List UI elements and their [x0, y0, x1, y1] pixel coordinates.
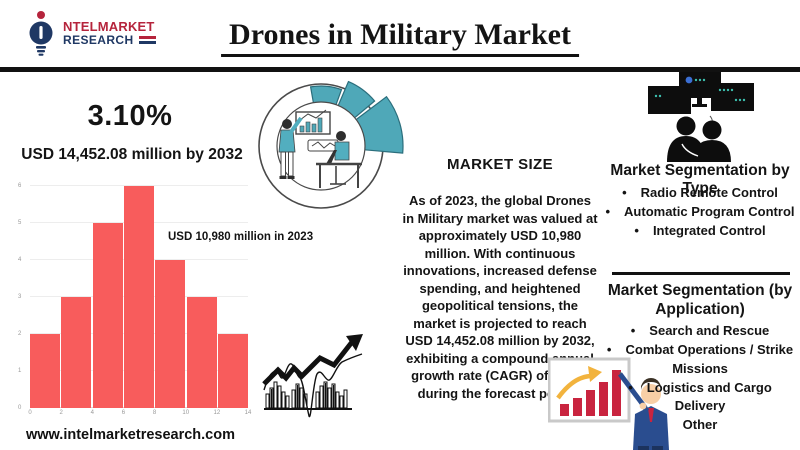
- surveillance-team-icon: [648, 72, 754, 162]
- list-item: Other: [602, 416, 798, 435]
- list-item: • Combat Operations / Strike Missions: [602, 341, 798, 379]
- projection-value: USD 14,452.08 million by 2032: [21, 146, 243, 163]
- list-item: • Automatic Program Control: [602, 203, 798, 222]
- list-item-label: Logistics and Cargo Delivery: [646, 379, 772, 414]
- list-item-label: Integrated Control: [652, 222, 766, 238]
- brand-logo: NTELMARKET RESEARCH: [24, 8, 156, 58]
- list-item-label: Radio Remote Control: [640, 185, 778, 200]
- page-title: Drones in Military Market: [221, 18, 579, 57]
- bar: [30, 334, 60, 408]
- bars: [30, 186, 249, 408]
- growth-presentation-illustration: [548, 357, 669, 450]
- bar: [186, 297, 217, 408]
- segmentation-application-list: • Search and Rescue • Combat Operations / S…: [602, 322, 798, 435]
- cagr-value: 3.10%: [87, 100, 173, 132]
- list-item-label: Automatic Program Control: [624, 203, 795, 219]
- x-axis-labels: 0 2 4 6 8 10 12 14: [28, 410, 252, 416]
- market-size-body: As of 2023, the global Drones in Militar…: [402, 193, 598, 402]
- bar: [155, 260, 186, 408]
- stock-trend-illustration: [262, 334, 363, 417]
- bullet-dot: •: [605, 203, 611, 219]
- list-item-label: Other: [682, 417, 718, 433]
- list-item: • Logistics and Cargo Delivery: [602, 379, 798, 417]
- market-size-heading: MARKET SIZE: [446, 156, 554, 173]
- bullet-dot: •: [606, 341, 612, 357]
- bar: [124, 186, 154, 408]
- list-item: • Search and Rescue: [602, 322, 798, 341]
- header-divider-bar: [0, 67, 800, 72]
- analysts-pie-chart-illustration: [258, 80, 404, 209]
- website-link[interactable]: www.intelmarketresearch.com: [26, 427, 235, 443]
- logo-text-line1: NTELMARKET: [63, 18, 155, 34]
- segmentation-type-list: • Radio Remote Control • Automatic Program …: [602, 184, 798, 241]
- segmentation-application-heading: Market Segmentation (by Application): [607, 282, 793, 318]
- list-item-label: Search and Rescue: [649, 323, 770, 338]
- logo-text-line2: RESEARCH: [63, 32, 134, 47]
- bar: [61, 297, 92, 408]
- bullet-dot: •: [630, 323, 636, 338]
- bullet-dot: •: [628, 379, 633, 395]
- list-item: • Integrated Control: [602, 222, 798, 241]
- chart-annotation-2023: USD 10,980 million in 2023: [168, 231, 314, 243]
- flag-stripes-icon: [138, 35, 156, 44]
- bar: [218, 334, 249, 408]
- section-divider: [612, 272, 790, 275]
- list-item: • Radio Remote Control: [602, 184, 798, 203]
- bullet-dot: •: [622, 185, 627, 200]
- bar: [92, 223, 123, 408]
- segmentation-type-heading: Market Segmentation by Type: [610, 162, 790, 197]
- bullet-dot: •: [634, 222, 639, 238]
- list-item-label: Combat Operations / Strike Missions: [625, 341, 794, 376]
- lightbulb-icon: [29, 11, 53, 56]
